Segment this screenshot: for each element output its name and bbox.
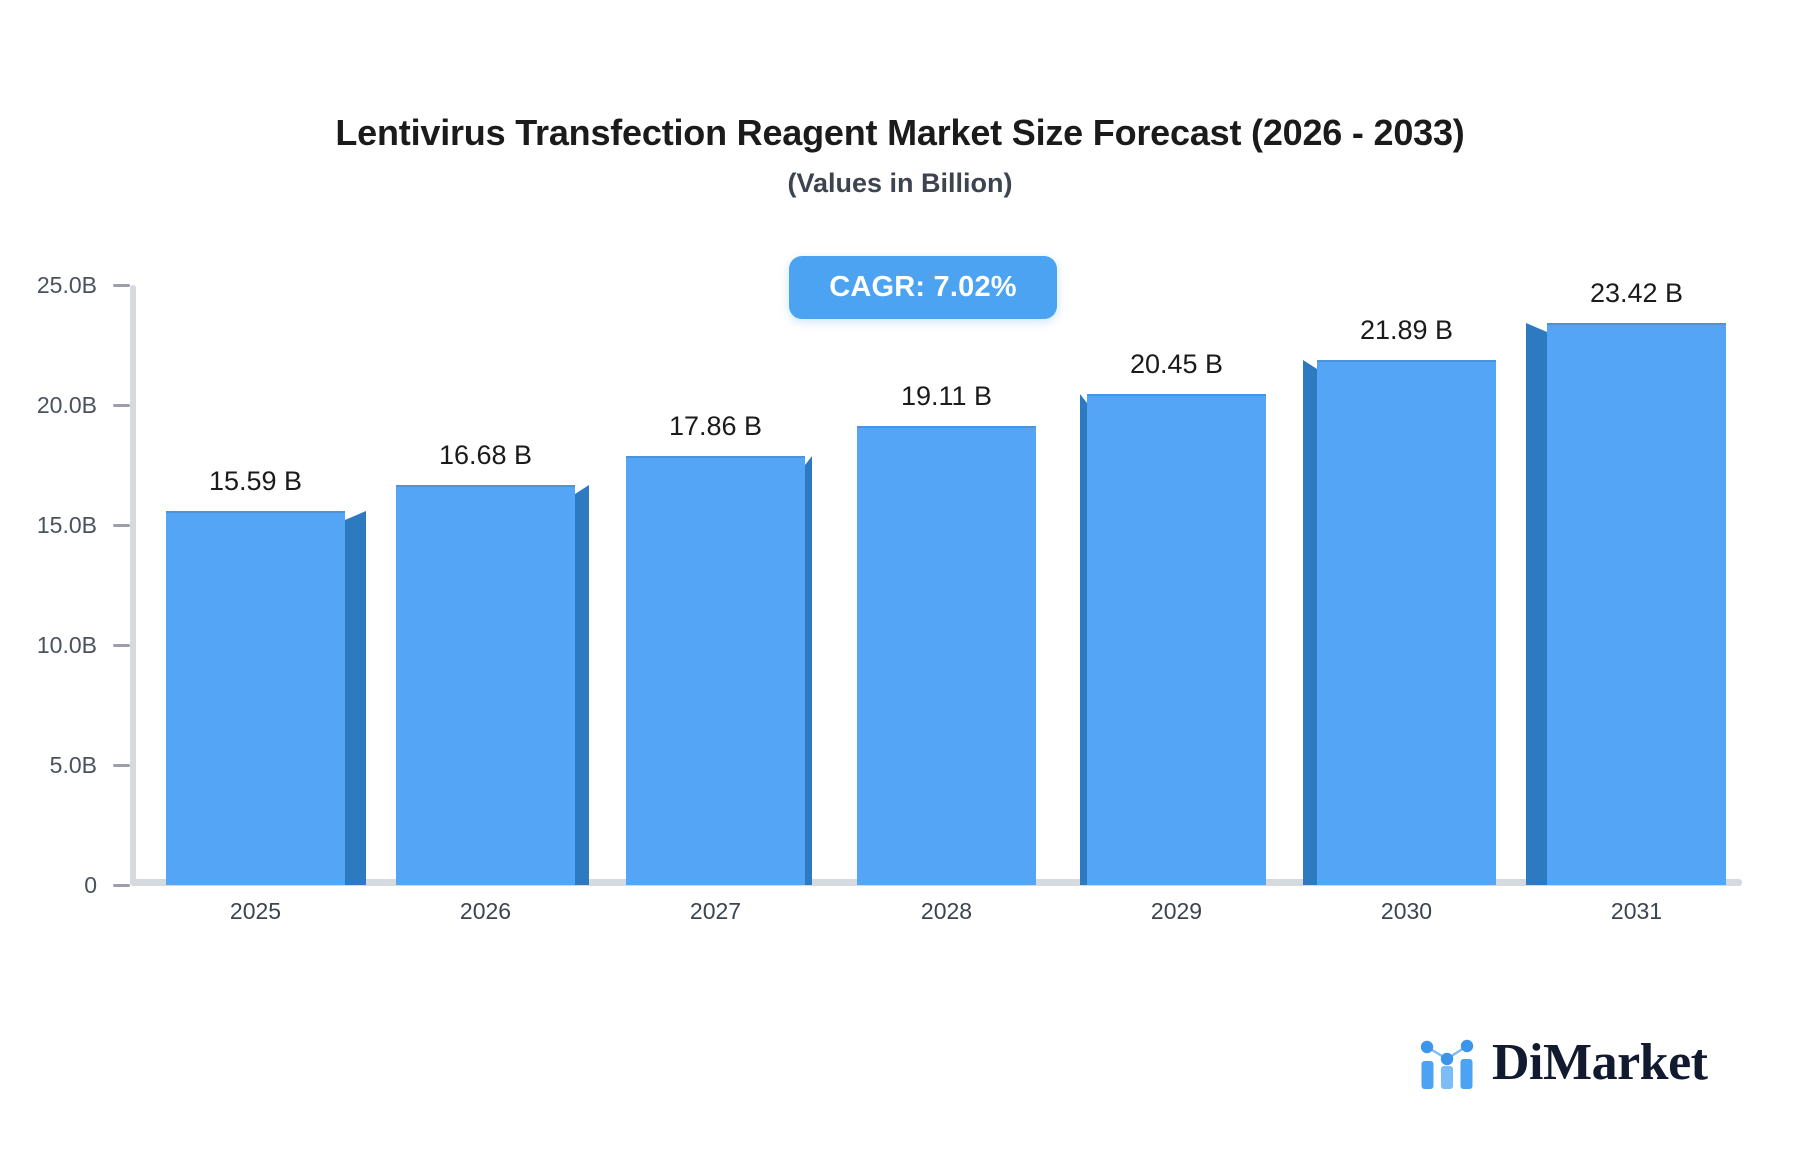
cagr-badge: CAGR: 7.02% — [789, 256, 1057, 319]
x-axis-tick-label: 2025 — [229, 898, 282, 924]
y-axis-tick: 0 — [84, 872, 130, 898]
chart-title: Lentivirus Transfection Reagent Market S… — [335, 112, 1465, 153]
y-axis-line — [130, 285, 136, 885]
y-axis-tick: 10.0B — [37, 632, 130, 658]
x-axis-tick-label: 2029 — [1150, 898, 1203, 924]
y-axis-tick: 25.0B — [37, 272, 130, 298]
x-axis-tick-label: 2031 — [1610, 898, 1663, 924]
y-axis-tick-mark — [113, 283, 130, 287]
y-axis-tick: 20.0B — [37, 392, 130, 418]
chart-subtitle: (Values in Billion) — [787, 168, 1013, 198]
brand-logo-text: DiMarket — [1492, 1034, 1708, 1091]
y-axis-tick-mark — [113, 403, 130, 407]
cagr-badge-label: CAGR: 7.02% — [829, 271, 1017, 303]
y-axis-tick-label: 15.0B — [36, 511, 97, 538]
y-axis-tick-label: 20.0B — [36, 391, 97, 418]
bar-chart-trend-icon — [1418, 1035, 1476, 1091]
x-axis-tick-label: 2030 — [1380, 898, 1433, 924]
y-axis-tick-labels: 25.0B 20.0B 15.0B 10.0B 5.0B 0 — [0, 0, 130, 898]
y-axis-tick: 15.0B — [37, 512, 130, 538]
y-axis-tick-mark — [113, 883, 130, 887]
x-axis-tick-label: 2027 — [689, 898, 742, 924]
y-axis-tick-mark — [113, 643, 130, 647]
bar-front-face[interactable] — [1317, 359, 1496, 885]
bar-front-face[interactable] — [396, 484, 575, 885]
y-axis-tick-label: 5.0B — [49, 751, 97, 778]
bar-front-face[interactable] — [1547, 322, 1726, 885]
x-axis-tick-label: 2026 — [459, 898, 512, 924]
y-axis-tick: 5.0B — [50, 752, 130, 778]
bar-front-face[interactable] — [857, 426, 1036, 885]
y-axis-tick-mark — [113, 763, 130, 767]
bar-front-face[interactable] — [1087, 394, 1266, 885]
brand-logo: DiMarket — [1418, 1034, 1708, 1091]
y-axis-tick-label: 25.0B — [36, 271, 97, 298]
y-axis-tick-mark — [113, 523, 130, 527]
bar-front-face[interactable] — [166, 510, 345, 885]
x-axis-tick-label: 2028 — [920, 898, 973, 924]
y-axis-tick-label: 10.0B — [36, 631, 97, 658]
bar-front-face[interactable] — [626, 456, 805, 885]
y-axis-tick-label: 0 — [84, 871, 97, 898]
